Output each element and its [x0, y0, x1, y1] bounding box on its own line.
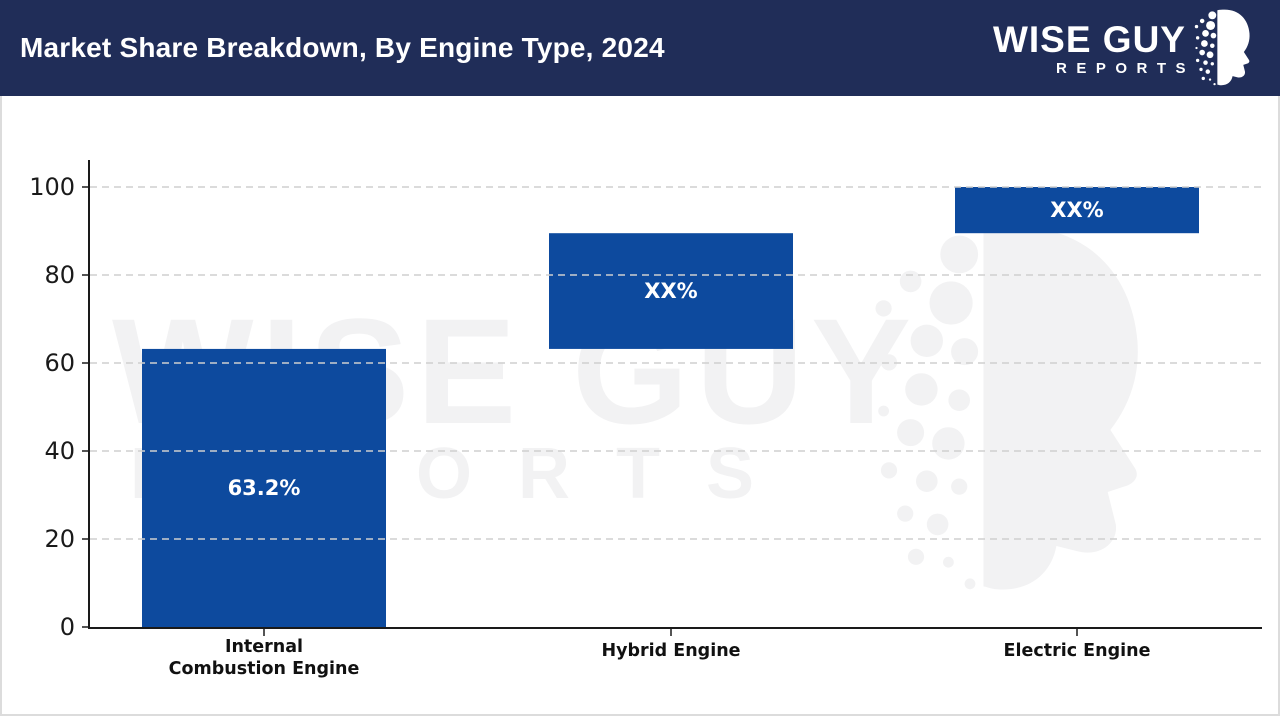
logo-text: WISE GUY REPORTS [993, 21, 1186, 76]
logo-wiseguy-label: WISE GUY [992, 18, 1186, 60]
y-tick-label-100: 100 [29, 173, 75, 201]
category-label-electric-engine: Electric Engine [1004, 641, 1151, 661]
y-tick-label-40: 40 [44, 437, 75, 465]
category-label-internal-combustion-engine: Combustion Engine [169, 659, 360, 679]
bar-internal-combustion-engine [142, 348, 386, 627]
logo-reports-label: REPORTS [1055, 59, 1195, 77]
y-tick-label-80: 80 [44, 261, 75, 289]
logo-head-icon [1192, 8, 1254, 88]
y-tick-label-20: 20 [44, 525, 75, 553]
category-label-internal-combustion-engine: Internal [225, 637, 303, 657]
bar-electric-engine [955, 187, 1199, 234]
bar-value-label-internal-combustion-engine: 63.2% [228, 476, 301, 500]
category-label-hybrid-engine: Hybrid Engine [601, 641, 740, 661]
y-tick-label-0: 0 [60, 613, 75, 641]
bar-value-label-hybrid-engine: XX% [644, 279, 697, 303]
wiseguy-logo: WISE GUY REPORTS [993, 8, 1254, 88]
header: Market Share Breakdown, By Engine Type, … [0, 0, 1280, 96]
y-tick-label-60: 60 [44, 349, 75, 377]
page-title: Market Share Breakdown, By Engine Type, … [20, 32, 665, 63]
bar-hybrid-engine [549, 233, 793, 349]
bar-value-label-electric-engine: XX% [1050, 198, 1103, 222]
